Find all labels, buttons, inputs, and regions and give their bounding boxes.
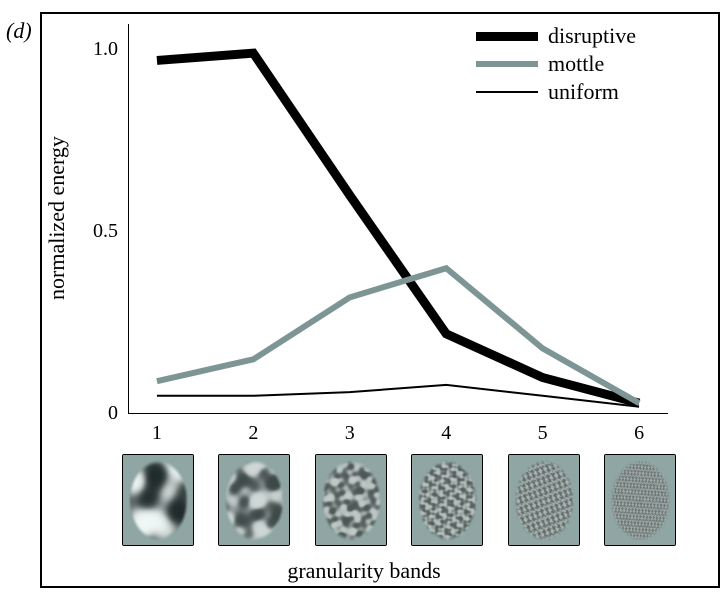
x-tick-label: 1 xyxy=(142,422,172,445)
panel-label: (d) xyxy=(6,18,32,44)
granularity-thumb xyxy=(508,454,580,546)
granularity-thumb xyxy=(218,454,290,546)
x-tick-label: 5 xyxy=(528,422,558,445)
granularity-thumb xyxy=(122,454,194,546)
legend-label: mottle xyxy=(548,50,604,78)
x-tick-label: 2 xyxy=(238,422,268,445)
legend-label: uniform xyxy=(548,78,619,106)
y-tick-label: 0.5 xyxy=(68,220,118,243)
granularity-thumb xyxy=(411,454,483,546)
y-axis-label: normalized energy xyxy=(44,136,70,300)
legend-label: disruptive xyxy=(548,22,636,50)
legend-line-swatch xyxy=(476,61,538,67)
x-tick-label: 6 xyxy=(624,422,654,445)
figure: { "panel_label": "(d)", "ylabel": "norma… xyxy=(0,0,728,600)
y-tick-label: 1.0 xyxy=(68,38,118,61)
legend-line-swatch xyxy=(476,91,538,93)
x-axis-label: granularity bands xyxy=(0,558,728,584)
x-tick-label: 4 xyxy=(431,422,461,445)
granularity-thumb xyxy=(315,454,387,546)
legend-line-swatch xyxy=(476,32,538,41)
granularity-thumb xyxy=(604,454,676,546)
x-tick-label: 3 xyxy=(335,422,365,445)
y-tick-label: 0 xyxy=(68,402,118,425)
